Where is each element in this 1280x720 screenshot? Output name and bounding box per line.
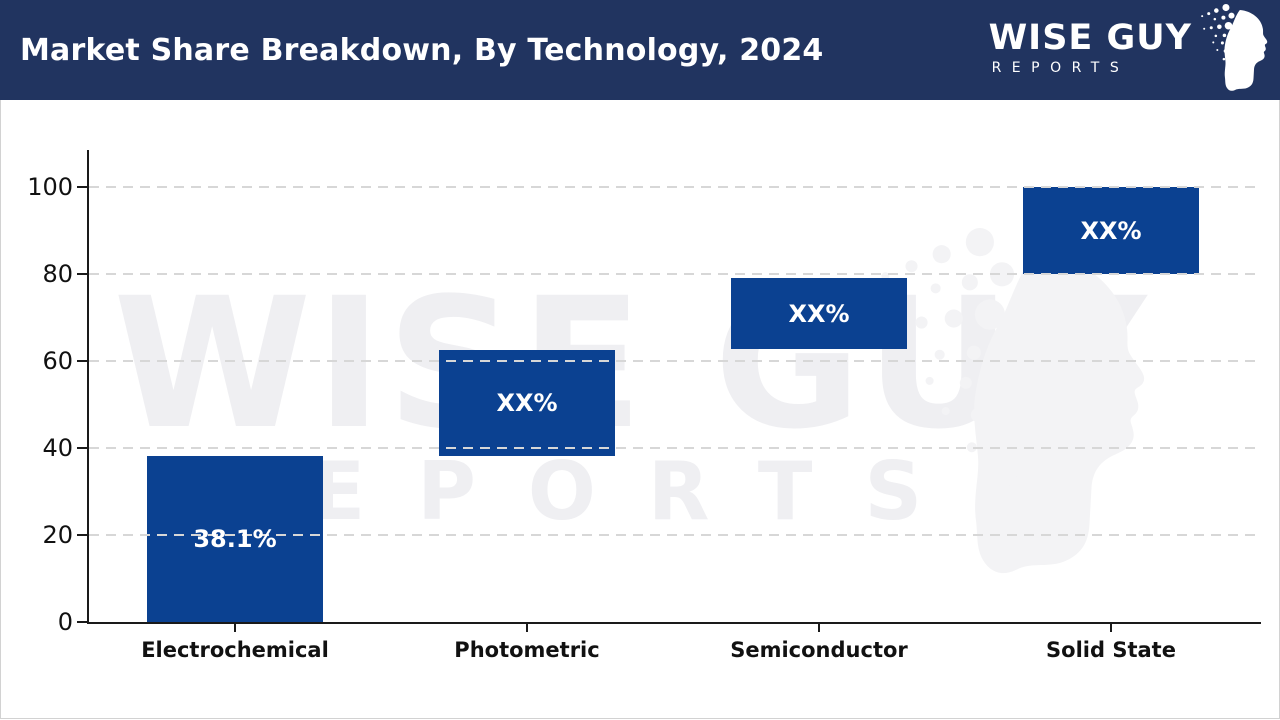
y-tick-40 xyxy=(77,447,87,449)
bar-semiconductor xyxy=(731,277,907,350)
x-category-label-solid-state: Solid State xyxy=(1046,638,1176,662)
brand-wordmark: WISE GUY REPORTS xyxy=(988,18,1192,76)
page-title: Market Share Breakdown, By Technology, 2… xyxy=(20,32,824,68)
gridline-40 xyxy=(89,447,1257,449)
bar-value-label-solid-state: XX% xyxy=(1080,216,1142,245)
wiseguy-head-icon xyxy=(1201,3,1268,91)
y-tick-0 xyxy=(77,621,87,623)
bar-electrochemical xyxy=(147,456,323,622)
y-tick-label-60: 60 xyxy=(42,347,73,375)
x-category-label-electrochemical: Electrochemical xyxy=(141,638,329,662)
x-tick-solid-state xyxy=(1110,624,1112,632)
y-tick-60 xyxy=(77,360,87,362)
brand-subname: REPORTS xyxy=(991,60,1130,76)
y-tick-label-20: 20 xyxy=(42,521,73,549)
header-bar: Market Share Breakdown, By Technology, 2… xyxy=(0,0,1280,100)
x-category-label-semiconductor: Semiconductor xyxy=(730,638,908,662)
plot-area: WISE GUY REPORTS 0 20 40 60 80 100 38.1% Electr… xyxy=(0,100,1280,719)
watermark-text-line1: WISE GUY xyxy=(113,260,1151,469)
watermark-head-icon xyxy=(881,228,1145,574)
gridline-100 xyxy=(89,186,1257,188)
x-tick-photometric xyxy=(526,624,528,632)
bar-value-label-semiconductor: XX% xyxy=(788,299,850,328)
x-tick-semiconductor xyxy=(818,624,820,632)
x-tick-electrochemical xyxy=(234,624,236,632)
y-tick-label-100: 100 xyxy=(27,173,73,201)
gridline-20 xyxy=(89,534,1257,536)
y-tick-label-0: 0 xyxy=(57,608,73,636)
y-tick-20 xyxy=(77,534,87,536)
y-tick-label-80: 80 xyxy=(42,260,73,288)
bar-photometric xyxy=(439,349,615,457)
bar-solid-state xyxy=(1023,187,1199,275)
brand-logo: WISE GUY REPORTS xyxy=(989,2,1280,94)
y-tick-100 xyxy=(77,186,87,188)
gridline-60 xyxy=(89,360,1257,362)
y-tick-label-40: 40 xyxy=(42,434,73,462)
x-axis-line xyxy=(87,622,1261,624)
bar-value-label-photometric: XX% xyxy=(496,388,558,417)
brand-name: WISE GUY xyxy=(988,18,1192,58)
x-category-label-photometric: Photometric xyxy=(454,638,600,662)
y-tick-80 xyxy=(77,273,87,275)
bar-value-label-electrochemical: 38.1% xyxy=(193,525,277,554)
y-axis-line xyxy=(87,150,89,624)
gridline-80 xyxy=(89,273,1257,275)
